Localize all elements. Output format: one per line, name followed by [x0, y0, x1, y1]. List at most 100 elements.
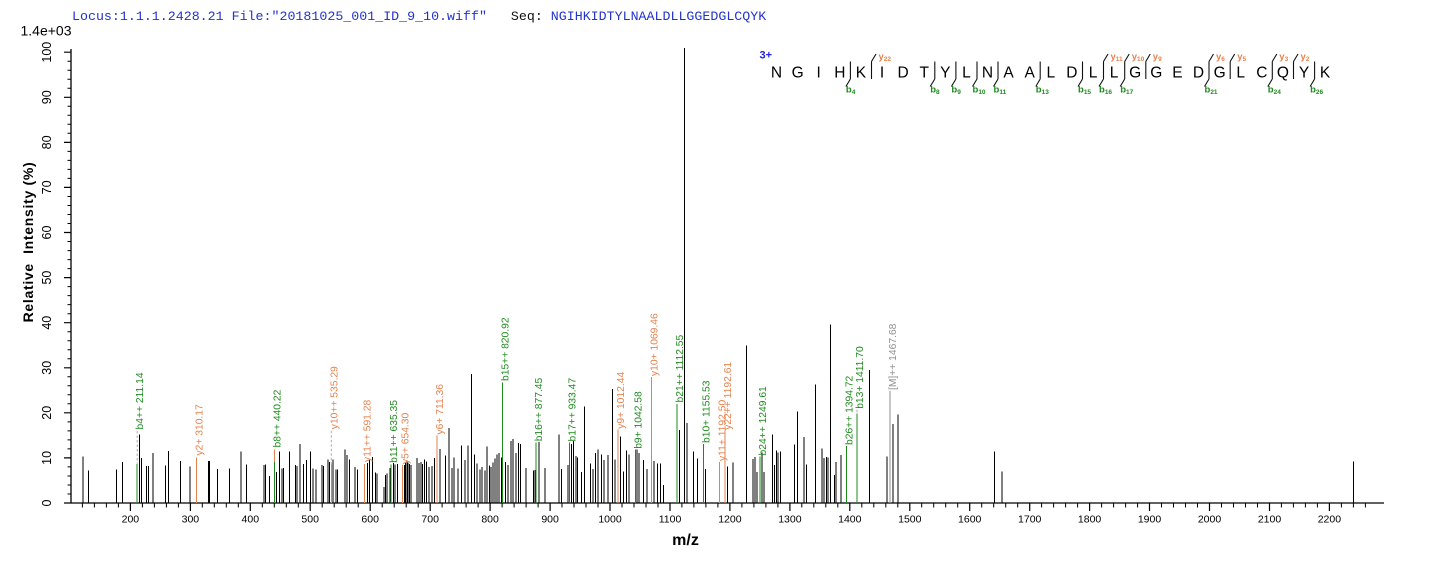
- svg-text:L: L: [1089, 65, 1098, 82]
- svg-text:b10+ 1155.53: b10+ 1155.53: [701, 380, 712, 443]
- svg-text:Locus:1.1.1.2428.21 File:"2018: Locus:1.1.1.2428.21 File:"20181025_001_I…: [72, 9, 766, 24]
- svg-text:2200: 2200: [1318, 513, 1342, 525]
- svg-text:D: D: [897, 65, 908, 82]
- svg-text:20: 20: [40, 406, 54, 420]
- svg-text:D: D: [1193, 65, 1204, 82]
- svg-text:b26: b26: [1310, 85, 1323, 97]
- svg-text:200: 200: [122, 513, 140, 525]
- svg-text:y11+ 1192.50: y11+ 1192.50: [718, 400, 729, 461]
- svg-text:b8++ 440.22: b8++ 440.22: [272, 389, 283, 447]
- svg-text:b15: b15: [1078, 85, 1091, 97]
- svg-text:3+: 3+: [760, 50, 773, 62]
- svg-text:b21++ 1112.55: b21++ 1112.55: [675, 334, 686, 402]
- svg-text:b21: b21: [1205, 85, 1218, 97]
- svg-text:1.4e+03: 1.4e+03: [21, 23, 72, 39]
- svg-text:Y: Y: [940, 65, 950, 82]
- svg-text:2000: 2000: [1198, 513, 1222, 525]
- svg-text:T: T: [919, 65, 929, 82]
- svg-text:1200: 1200: [718, 513, 742, 525]
- svg-text:b11++ 635.35: b11++ 635.35: [389, 400, 400, 463]
- svg-text:b17: b17: [1120, 85, 1133, 97]
- svg-text:Y: Y: [1299, 65, 1309, 82]
- svg-text:y6: y6: [1216, 52, 1225, 64]
- svg-text:0: 0: [40, 499, 54, 506]
- svg-text:y3: y3: [1279, 52, 1288, 64]
- svg-text:10: 10: [40, 451, 54, 465]
- svg-text:y10: y10: [1132, 52, 1145, 64]
- svg-text:900: 900: [541, 513, 559, 525]
- svg-text:y2+ 310.17: y2+ 310.17: [194, 404, 205, 456]
- svg-text:b10: b10: [973, 85, 986, 97]
- svg-text:N: N: [982, 65, 993, 82]
- svg-text:1300: 1300: [778, 513, 802, 525]
- svg-text:C: C: [1256, 65, 1267, 82]
- svg-text:b16: b16: [1099, 85, 1112, 97]
- svg-text:b4: b4: [846, 85, 856, 97]
- svg-text:K: K: [1320, 65, 1331, 82]
- svg-text:y6+ 711.36: y6+ 711.36: [435, 384, 446, 435]
- svg-text:H: H: [834, 65, 845, 82]
- svg-text:G: G: [1150, 65, 1162, 82]
- svg-text:A: A: [1003, 65, 1014, 82]
- svg-text:40: 40: [40, 316, 54, 330]
- svg-text:1000: 1000: [598, 513, 622, 525]
- svg-text:300: 300: [182, 513, 200, 525]
- svg-text:100: 100: [40, 42, 54, 63]
- svg-text:G: G: [1129, 65, 1141, 82]
- svg-text:30: 30: [40, 361, 54, 375]
- svg-text:[M]++ 1467.68: [M]++ 1467.68: [888, 323, 899, 390]
- svg-text:b9+ 1042.58: b9+ 1042.58: [634, 391, 645, 449]
- svg-text:L: L: [962, 65, 971, 82]
- svg-text:y22: y22: [879, 52, 892, 64]
- svg-text:b4++ 211.14: b4++ 211.14: [135, 372, 146, 429]
- svg-text:1900: 1900: [1138, 513, 1162, 525]
- svg-text:y11: y11: [1111, 52, 1124, 64]
- svg-text:y2: y2: [1301, 52, 1310, 64]
- svg-text:1600: 1600: [958, 513, 982, 525]
- svg-text:400: 400: [242, 513, 260, 525]
- svg-text:y9: y9: [1153, 52, 1162, 64]
- svg-text:I: I: [817, 65, 821, 82]
- svg-text:N: N: [771, 65, 782, 82]
- svg-text:G: G: [1214, 65, 1226, 82]
- svg-text:I: I: [880, 65, 884, 82]
- svg-text:1500: 1500: [898, 513, 922, 525]
- svg-text:D: D: [1066, 65, 1077, 82]
- svg-text:m/z: m/z: [672, 532, 699, 549]
- svg-text:y9+ 1012.44: y9+ 1012.44: [616, 372, 627, 429]
- svg-text:b13: b13: [1036, 85, 1049, 97]
- svg-text:Relative Intensity (%): Relative Intensity (%): [20, 162, 36, 323]
- svg-text:E: E: [1172, 65, 1182, 82]
- svg-text:90: 90: [40, 90, 54, 104]
- svg-text:y10+ 1069.46: y10+ 1069.46: [649, 313, 660, 376]
- svg-text:600: 600: [361, 513, 379, 525]
- svg-text:60: 60: [40, 226, 54, 240]
- svg-text:b8: b8: [930, 85, 940, 97]
- svg-text:y11++ 591.28: y11++ 591.28: [363, 400, 374, 462]
- svg-text:b11: b11: [994, 85, 1007, 97]
- svg-text:80: 80: [40, 135, 54, 149]
- svg-text:Q: Q: [1277, 65, 1289, 82]
- svg-text:b24: b24: [1268, 85, 1281, 97]
- svg-text:b26++ 1394.72: b26++ 1394.72: [845, 375, 856, 445]
- svg-text:1400: 1400: [838, 513, 862, 525]
- svg-text:700: 700: [421, 513, 439, 525]
- svg-text:b9: b9: [951, 85, 961, 97]
- svg-text:1100: 1100: [659, 513, 682, 525]
- svg-text:2100: 2100: [1258, 513, 1282, 525]
- svg-text:A: A: [1025, 65, 1036, 82]
- svg-text:b13+ 1411.70: b13+ 1411.70: [855, 346, 866, 409]
- svg-text:800: 800: [481, 513, 499, 525]
- svg-text:b15++ 820.92: b15++ 820.92: [501, 317, 512, 381]
- svg-text:70: 70: [40, 180, 54, 194]
- svg-text:G: G: [792, 65, 804, 82]
- svg-text:y5: y5: [1237, 52, 1246, 64]
- svg-text:L: L: [1236, 65, 1245, 82]
- svg-text:y10++ 535.29: y10++ 535.29: [329, 366, 340, 429]
- svg-text:L: L: [1046, 65, 1055, 82]
- svg-text:b24++ 1249.61: b24++ 1249.61: [758, 386, 769, 456]
- svg-text:b17++ 933.47: b17++ 933.47: [568, 378, 579, 442]
- svg-text:y22++ 1192.61: y22++ 1192.61: [723, 362, 734, 430]
- svg-text:b16++ 877.45: b16++ 877.45: [534, 377, 545, 441]
- svg-text:y5+ 654.30: y5+ 654.30: [400, 412, 411, 464]
